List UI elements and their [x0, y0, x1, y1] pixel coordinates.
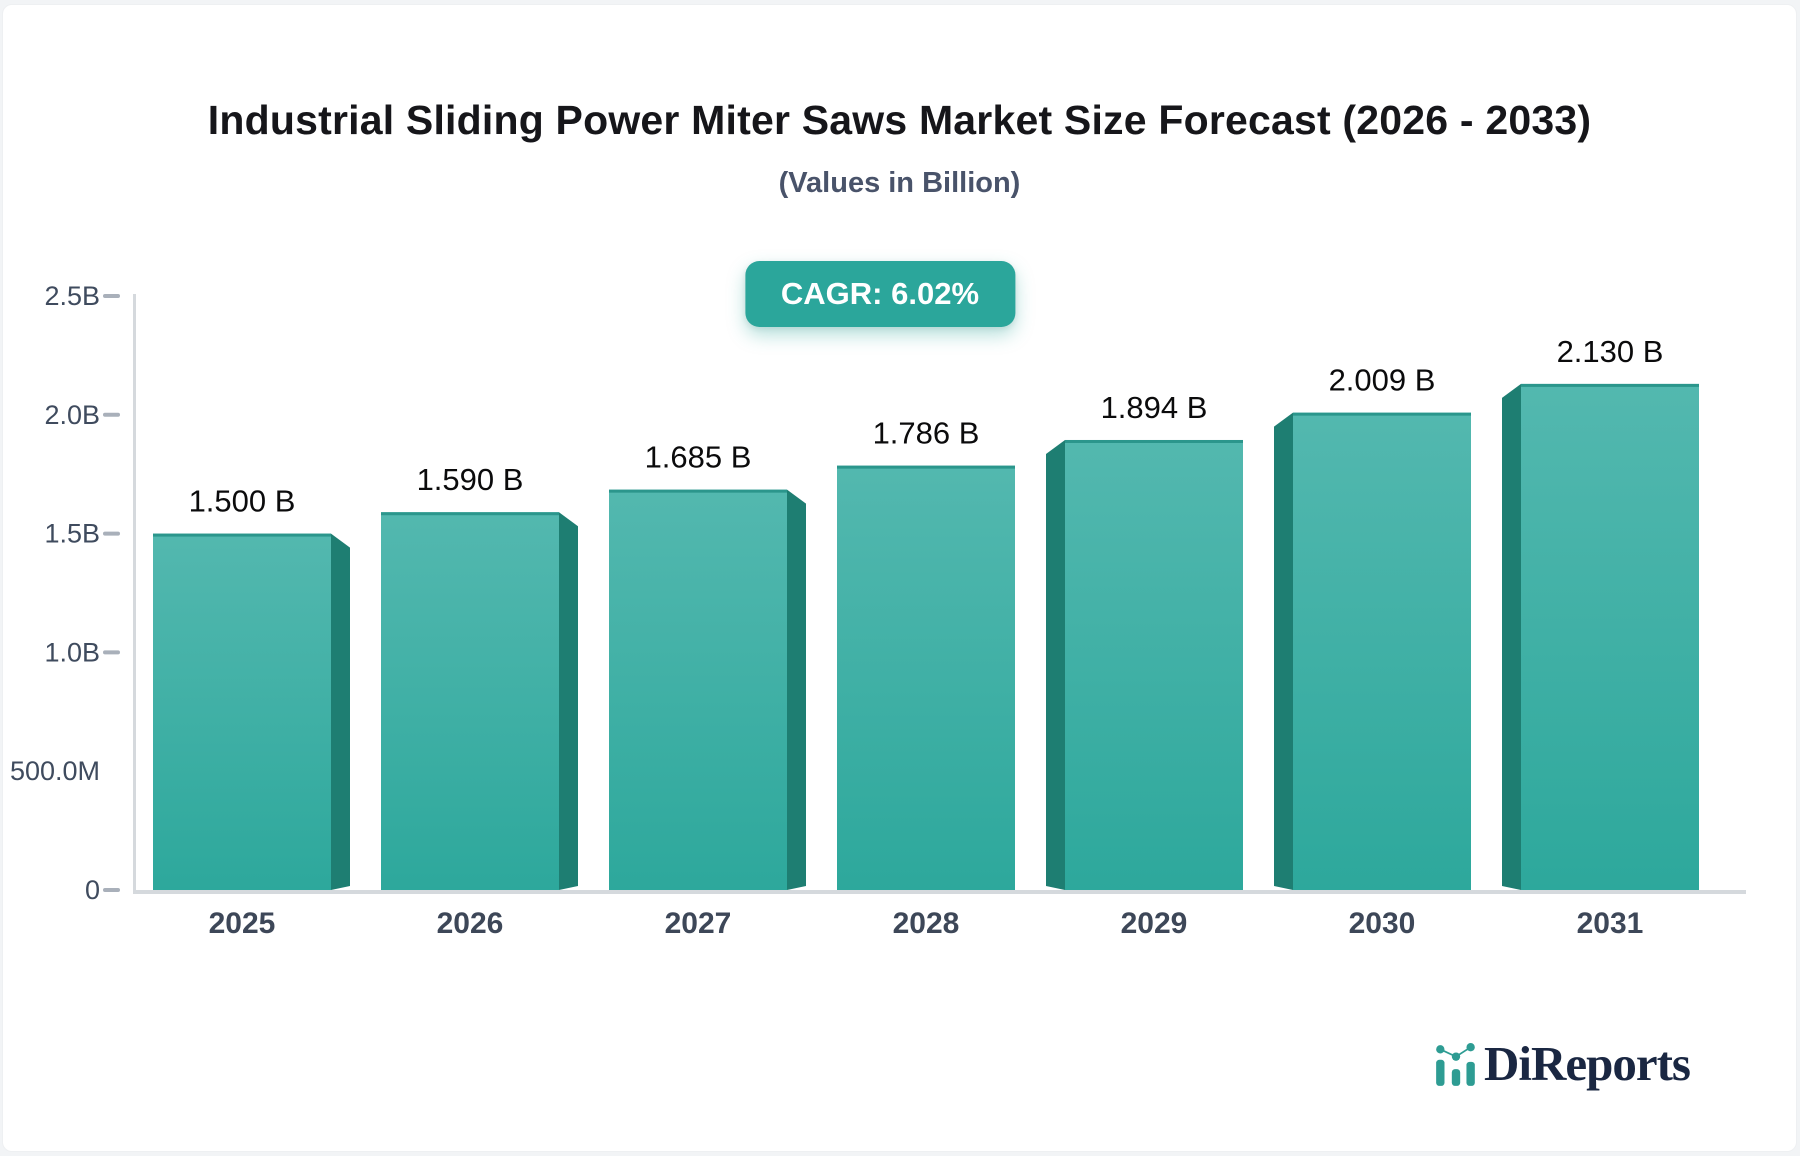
axis-layer: 2.5B 2.0B 1.5B 1.0B 500.0M 0 [10, 281, 1746, 905]
bar-side-face [331, 533, 350, 890]
chart-subtitle: (Values in Billion) [778, 167, 1021, 199]
y-tick-dash [103, 888, 120, 892]
bar-value-label: 2.130 B [1557, 334, 1664, 369]
x-axis-label: 2026 [437, 907, 504, 940]
bar-2026[interactable] [381, 512, 578, 890]
bar-top-edge [609, 489, 787, 493]
bar-top-edge [381, 512, 559, 516]
bar-front-face [609, 489, 787, 890]
x-axis-label: 2027 [665, 907, 732, 940]
bar-top-edge [153, 533, 331, 537]
direports-logo: DiReports [1435, 1036, 1691, 1091]
x-axis-label: 2025 [209, 907, 276, 940]
bar-front-face [381, 512, 559, 890]
logo-bar-1 [1436, 1059, 1445, 1086]
bar-side-face [1502, 383, 1521, 890]
bar-value-label: 1.590 B [417, 462, 524, 497]
bar-side-face [559, 512, 578, 890]
bar-front-face [1521, 383, 1699, 890]
y-tick-label: 500.0M [10, 756, 100, 786]
y-tick-dash [103, 412, 120, 417]
bar-value-label: 2.009 B [1329, 363, 1436, 398]
y-axis-line [133, 294, 136, 894]
chart-card: Industrial Sliding Power Miter Saws Mark… [2, 4, 1797, 1152]
bar-2028[interactable] [837, 465, 1015, 890]
cagr-badge-label: CAGR: 6.02% [780, 276, 980, 311]
y-tick-dash [103, 294, 120, 298]
y-tick-dash [103, 531, 120, 536]
y-tick-label: 0 [85, 875, 100, 905]
bar-top-edge [1521, 383, 1699, 387]
bar-chart-icon [1436, 1043, 1475, 1086]
bar-value-label: 1.786 B [873, 416, 980, 451]
bar-front-face [1065, 439, 1243, 890]
bar-value-label: 1.894 B [1101, 390, 1208, 425]
bar-2025[interactable] [153, 533, 350, 890]
y-tick-dash [103, 650, 120, 655]
bar-2029[interactable] [1046, 439, 1243, 890]
bar-side-face [787, 489, 806, 890]
x-axis-label: 2029 [1121, 907, 1188, 940]
y-tick-label: 2.5B [44, 281, 100, 311]
bar-top-edge [1065, 439, 1243, 443]
x-axis-label: 2028 [893, 907, 960, 940]
bar-top-edge [1293, 412, 1471, 416]
logo-dot-1 [1436, 1045, 1445, 1054]
logo-dot-3 [1466, 1043, 1475, 1052]
bar-front-face [837, 465, 1015, 890]
x-axis-line [133, 890, 1746, 894]
bars-layer [153, 383, 1699, 890]
bar-front-face [153, 533, 331, 890]
bar-front-face [1293, 412, 1471, 890]
bar-value-label: 1.685 B [645, 440, 752, 475]
logo-bar-2 [1451, 1069, 1461, 1086]
x-axis-label: 2031 [1577, 907, 1644, 940]
logo-bar-3 [1466, 1061, 1475, 1086]
chart-title: Industrial Sliding Power Miter Saws Mark… [207, 97, 1592, 143]
bar-top-edge [837, 465, 1015, 469]
bar-2030[interactable] [1274, 412, 1471, 890]
x-axis-label: 2030 [1349, 907, 1416, 940]
bar-side-face [1274, 412, 1293, 890]
logo-dot-2 [1451, 1052, 1461, 1061]
labels-layer: 1.500 B 2025 1.590 B 2026 1.685 B 2027 1.786 B… [189, 334, 1664, 940]
y-tick-label: 1.0B [44, 637, 100, 667]
bar-chart-plot: 2.5B 2.0B 1.5B 1.0B 500.0M 0 1.500 B 2025 1.590… [10, 281, 1746, 940]
bar-side-face [1046, 439, 1065, 890]
bar-2027[interactable] [609, 489, 806, 890]
cagr-badge: CAGR: 6.02% [744, 261, 1016, 327]
logo-text: DiReports [1483, 1036, 1691, 1091]
bar-value-label: 1.500 B [189, 484, 296, 519]
y-tick-label: 2.0B [44, 400, 100, 430]
bar-2031[interactable] [1502, 383, 1699, 890]
y-tick-label: 1.5B [44, 519, 100, 549]
